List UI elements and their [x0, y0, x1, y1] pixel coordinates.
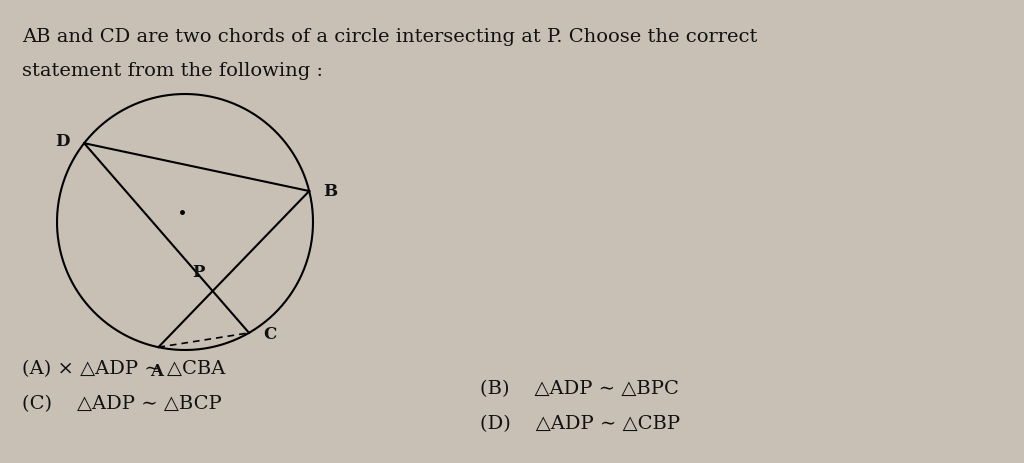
Text: AB and CD are two chords of a circle intersecting at P. Choose the correct: AB and CD are two chords of a circle int… — [22, 28, 758, 46]
Text: B: B — [324, 182, 337, 200]
Text: (D)    △ADP ∼ △CBP: (D) △ADP ∼ △CBP — [480, 415, 680, 433]
Text: (A) × △ADP ∼ △CBA: (A) × △ADP ∼ △CBA — [22, 360, 225, 378]
Text: (B)    △ADP ∼ △BPC: (B) △ADP ∼ △BPC — [480, 380, 679, 398]
Text: D: D — [55, 133, 70, 150]
Text: (C)    △ADP ∼ △BCP: (C) △ADP ∼ △BCP — [22, 395, 222, 413]
Text: statement from the following :: statement from the following : — [22, 62, 323, 80]
Text: P: P — [193, 264, 205, 281]
Text: C: C — [263, 326, 276, 344]
Text: A: A — [150, 363, 163, 380]
